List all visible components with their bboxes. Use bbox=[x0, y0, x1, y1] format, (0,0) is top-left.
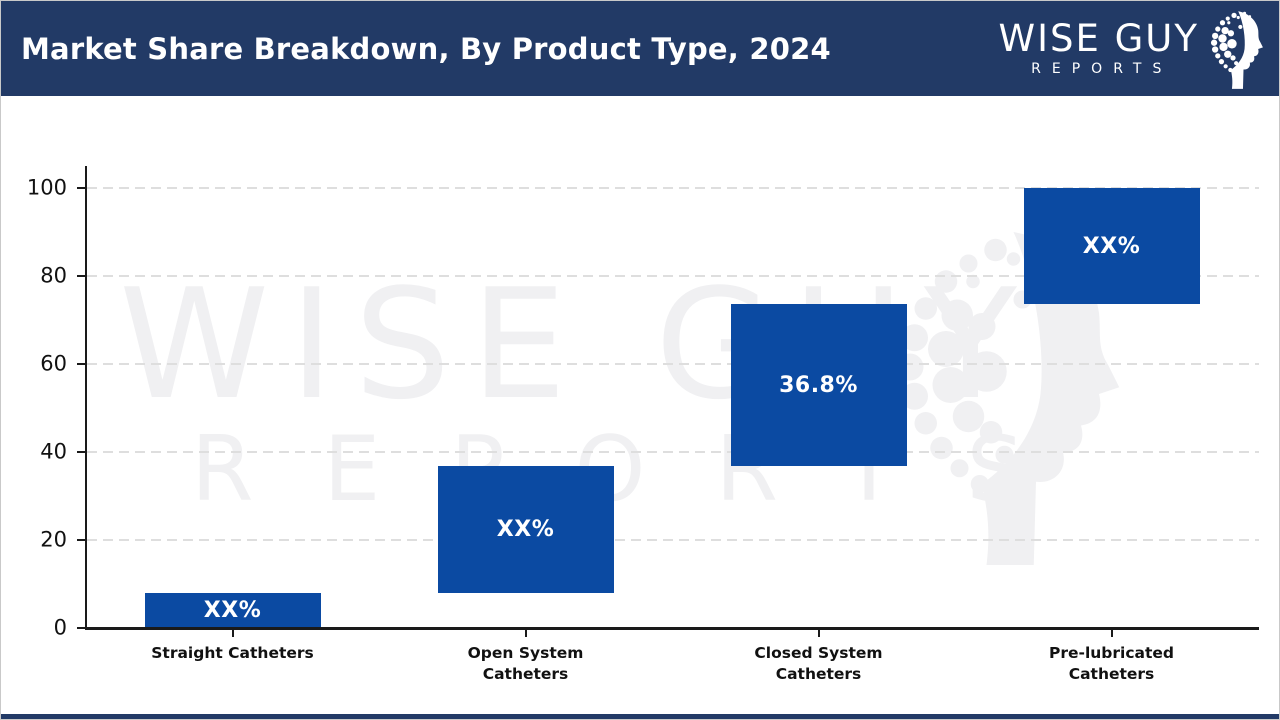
gridline bbox=[87, 275, 1259, 277]
gridline bbox=[87, 539, 1259, 541]
x-label-line: Closed System bbox=[754, 644, 883, 662]
bar-open-system-catheters: XX% bbox=[437, 466, 614, 593]
y-tick-label: 80 bbox=[40, 263, 67, 288]
x-axis-category-label: Open System Catheters bbox=[468, 643, 584, 686]
gridline bbox=[87, 451, 1259, 453]
bar-straight-catheters: XX% bbox=[144, 592, 321, 628]
y-tick-mark bbox=[77, 363, 86, 365]
chart-title: Market Share Breakdown, By Product Type,… bbox=[21, 31, 831, 66]
x-axis-category-label: Straight Catheters bbox=[151, 643, 314, 664]
x-axis-category-label: Closed System Catheters bbox=[754, 643, 882, 686]
x-tick-mark bbox=[231, 630, 234, 637]
gridline bbox=[87, 187, 1259, 189]
y-tick-mark bbox=[77, 187, 86, 189]
x-axis-category-label: Pre-lubricated Catheters bbox=[1049, 643, 1174, 686]
y-tick-label: 0 bbox=[53, 615, 67, 640]
y-tick-marks bbox=[77, 187, 86, 629]
x-label-line: Catheters bbox=[1068, 665, 1155, 684]
header: Market Share Breakdown, By Product Type,… bbox=[1, 1, 1279, 96]
x-tick-mark bbox=[1110, 630, 1113, 637]
bar-value-label: XX% bbox=[203, 597, 262, 623]
y-tick-mark bbox=[77, 627, 86, 629]
x-label-line: Straight Catheters bbox=[151, 644, 314, 662]
x-label-line: Pre-lubricated bbox=[1048, 644, 1175, 662]
footer-bar bbox=[1, 714, 1279, 719]
bar-value-label: 36.8% bbox=[779, 372, 858, 398]
logo-text: WISE GUY REPORTS bbox=[999, 20, 1199, 77]
y-axis-line bbox=[85, 166, 87, 630]
plot-area: XX% XX% 36.8% XX% bbox=[86, 187, 1259, 628]
bar-value-label: XX% bbox=[1082, 233, 1141, 259]
y-tick-mark bbox=[77, 451, 86, 453]
x-tick-mark bbox=[817, 630, 820, 637]
x-label-line: Open System bbox=[467, 644, 584, 662]
y-tick-mark bbox=[77, 275, 86, 277]
logo-subtext: REPORTS bbox=[1031, 61, 1173, 77]
bar-closed-system-catheters: 36.8% bbox=[730, 304, 907, 467]
bar-pre-lubricated-catheters: XX% bbox=[1023, 188, 1200, 305]
y-tick-label: 100 bbox=[26, 175, 67, 200]
y-axis-labels: 0 20 40 60 80 100 bbox=[1, 177, 73, 638]
bar-value-label: XX% bbox=[496, 516, 555, 542]
y-tick-label: 60 bbox=[40, 351, 67, 376]
x-label-line: Catheters bbox=[775, 665, 862, 684]
y-tick-label: 20 bbox=[40, 527, 67, 552]
gridline bbox=[87, 363, 1259, 365]
x-axis-labels: Straight Catheters Open System Catheters Cl… bbox=[86, 643, 1258, 703]
x-tick-marks bbox=[86, 630, 1258, 637]
wise-guy-logo: WISE GUY REPORTS bbox=[999, 7, 1265, 91]
x-tick-mark bbox=[524, 630, 527, 637]
x-axis-line bbox=[85, 627, 1259, 630]
x-label-line: Catheters bbox=[482, 665, 569, 684]
y-tick-mark bbox=[77, 539, 86, 541]
logo-wordmark: WISE GUY bbox=[998, 17, 1199, 60]
y-tick-label: 40 bbox=[40, 439, 67, 464]
